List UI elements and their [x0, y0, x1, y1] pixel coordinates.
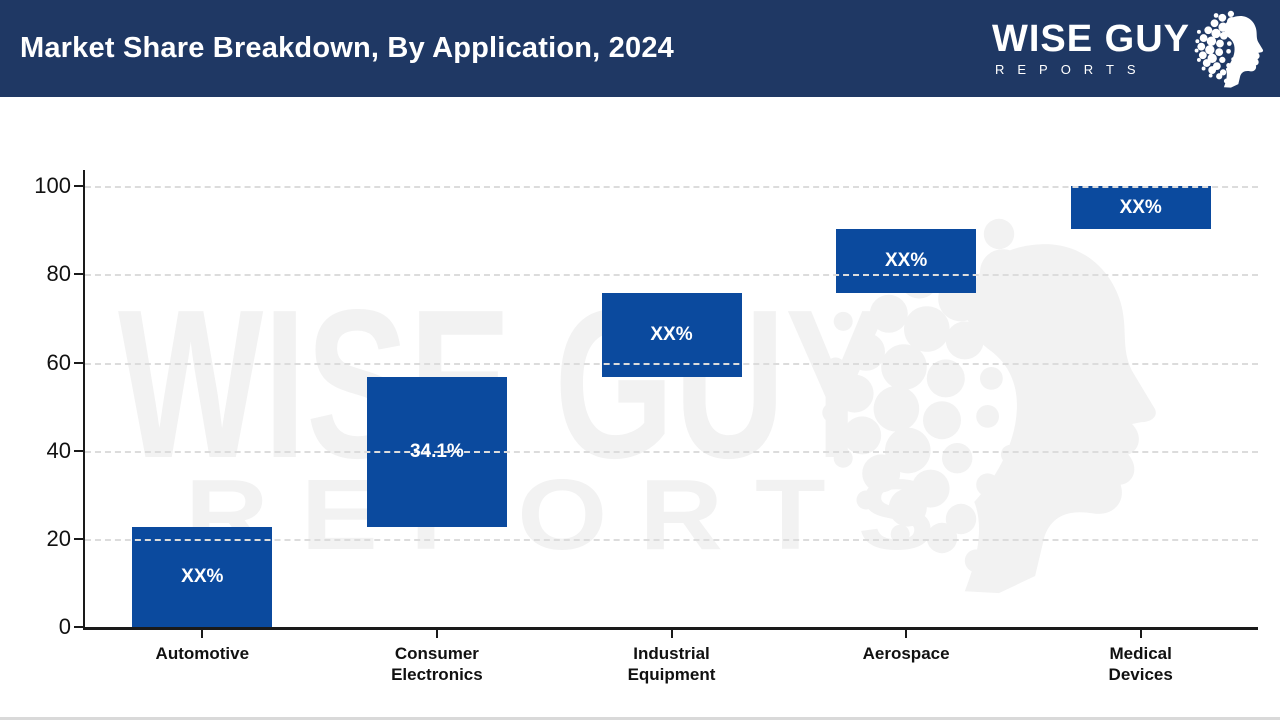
bar-value-label-industrial-equipment: XX%: [650, 324, 693, 346]
y-tick-label-100: 100: [34, 173, 71, 199]
chart-region: WISE GUY R E P O R T S XX% Automotive 34.1…: [0, 97, 1280, 717]
x-tick-aerospace: [905, 630, 908, 638]
y-tick-60: [74, 361, 83, 364]
gridline-40: [85, 450, 1258, 453]
gridline-100: [85, 186, 1258, 189]
bar-value-label-consumer-electronics: 34.1%: [409, 441, 464, 463]
x-axis-label-automotive: Automotive: [155, 644, 250, 663]
x-tick-automotive: [201, 630, 204, 638]
x-tick-industrial-equipment: [670, 630, 673, 638]
y-tick-label-0: 0: [58, 614, 71, 639]
x-tick-medical-devices: [1139, 630, 1142, 638]
y-tick-label-40: 40: [46, 437, 71, 463]
y-tick-label-80: 80: [46, 261, 71, 287]
bar-automotive: [132, 527, 273, 627]
gridline-20: [85, 538, 1258, 541]
y-tick-80: [74, 273, 83, 276]
x-axis-label-medical-devices: Medical Devices: [1108, 644, 1173, 685]
bar-value-label-automotive: XX%: [181, 566, 224, 588]
y-tick-100: [74, 185, 83, 188]
logo-face-icon: [1194, 10, 1264, 88]
bar-aerospace: [836, 229, 977, 294]
logo-text: WISE GUY REPORTS: [992, 20, 1190, 77]
x-axis-line: [83, 627, 1258, 630]
x-axis-label-consumer-electronics: Consumer Electronics: [391, 644, 483, 685]
y-tick-20: [74, 537, 83, 540]
header-bar: Market Share Breakdown, By Application, …: [0, 0, 1280, 97]
bar-medical-devices: [1070, 186, 1211, 230]
gridline-60: [85, 362, 1258, 365]
logo-wordmark: WISE GUY: [991, 18, 1190, 60]
x-tick-consumer-electronics: [435, 630, 438, 638]
y-tick-label-20: 20: [46, 525, 71, 551]
logo-subtitle: REPORTS: [994, 62, 1149, 77]
bar-value-label-aerospace: XX%: [884, 250, 928, 272]
y-tick-0: [74, 626, 83, 628]
gridline-80: [85, 274, 1258, 277]
x-axis-label-aerospace: Aerospace: [862, 644, 950, 663]
wise-guy-logo: WISE GUY REPORTS: [992, 10, 1266, 88]
y-tick-label-60: 60: [46, 349, 71, 375]
plot-area: XX% Automotive 34.1% Consumer Electronics XX…: [34, 170, 1258, 684]
y-axis-line: [83, 170, 85, 630]
bar-value-label-medical-devices: XX%: [1119, 196, 1162, 218]
y-tick-40: [74, 449, 83, 452]
page-title: Market Share Breakdown, By Application, …: [20, 32, 674, 64]
watermark-subtitle: R E P O R T S: [185, 459, 935, 571]
x-axis-label-industrial-equipment: Industrial Equipment: [627, 644, 716, 685]
